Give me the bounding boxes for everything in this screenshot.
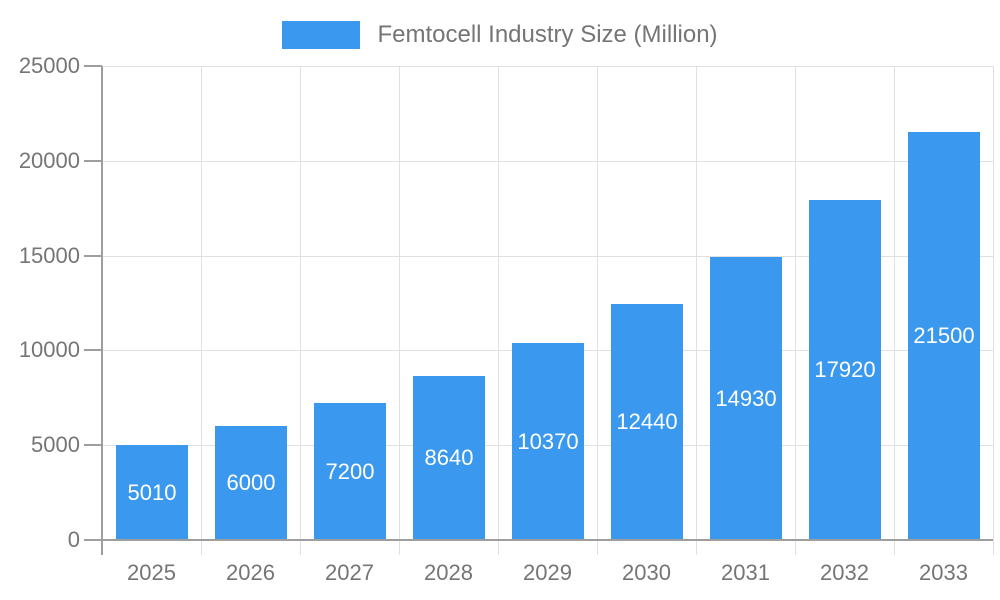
y-axis-tick-label: 25000 xyxy=(18,53,80,78)
gridline-vertical xyxy=(993,66,994,540)
gridline-vertical xyxy=(201,66,202,540)
bar-value-label: 5010 xyxy=(127,479,177,505)
x-axis-tick xyxy=(399,540,400,555)
y-axis-tick xyxy=(84,65,102,67)
gridline-vertical xyxy=(597,66,598,540)
x-axis-tick xyxy=(597,540,598,555)
bar-value-label: 21500 xyxy=(913,323,975,348)
y-axis-tick-label: 15000 xyxy=(18,243,80,268)
bar-value-label: 6000 xyxy=(226,470,276,495)
y-axis-tick xyxy=(84,349,102,351)
y-axis-tick-label: 0 xyxy=(67,527,80,552)
bar-value-label: 14930 xyxy=(715,385,777,411)
bar-2028[interactable] xyxy=(413,376,485,540)
bar-2033[interactable] xyxy=(908,132,980,540)
bar-value-label: 8640 xyxy=(424,445,474,470)
x-axis-line xyxy=(101,539,993,541)
y-axis-tick-label: 20000 xyxy=(18,148,80,173)
bar-2029[interactable] xyxy=(512,343,584,540)
x-axis-tick-label: 2033 xyxy=(919,560,968,585)
gridline-horizontal xyxy=(102,161,993,162)
x-axis-tick-label: 2029 xyxy=(523,560,572,585)
x-axis-tick xyxy=(300,540,301,555)
y-axis-line xyxy=(101,66,103,555)
x-axis-tick xyxy=(894,540,895,555)
bar-value-label: 12440 xyxy=(616,409,678,434)
bar-2026[interactable] xyxy=(215,426,287,540)
bar-value-label: 17920 xyxy=(814,357,876,382)
bar-value-label: 10370 xyxy=(517,428,579,454)
x-axis-tick-label: 2032 xyxy=(820,560,869,585)
gridline-vertical xyxy=(300,66,301,540)
bar-2031[interactable] xyxy=(710,257,782,540)
gridline-horizontal xyxy=(102,66,993,67)
y-axis-tick xyxy=(84,444,102,446)
gridline-vertical xyxy=(894,66,895,540)
y-axis-tick xyxy=(84,539,102,541)
x-axis-tick-label: 2028 xyxy=(424,560,473,585)
x-axis-tick xyxy=(795,540,796,555)
bar-2030[interactable] xyxy=(611,304,683,540)
bar-2027[interactable] xyxy=(314,403,386,540)
x-axis-tick-label: 2031 xyxy=(721,560,770,585)
bar-value-label: 7200 xyxy=(325,458,375,484)
x-axis-tick-label: 2030 xyxy=(622,560,671,585)
x-axis-tick xyxy=(696,540,697,555)
y-axis-tick-label: 5000 xyxy=(31,432,80,457)
x-axis-tick-label: 2027 xyxy=(325,560,374,585)
y-axis-tick xyxy=(84,255,102,257)
x-axis-tick xyxy=(993,540,994,555)
gridline-vertical xyxy=(696,66,697,540)
gridline-horizontal xyxy=(102,256,993,257)
legend-swatch xyxy=(282,21,361,49)
legend-label: Femtocell Industry Size (Million) xyxy=(377,21,718,48)
y-axis-tick xyxy=(84,160,102,162)
gridline-vertical xyxy=(399,66,400,540)
gridline-vertical xyxy=(498,66,499,540)
x-axis-tick-label: 2025 xyxy=(127,560,176,585)
bar-2032[interactable] xyxy=(809,200,881,540)
x-axis-tick xyxy=(201,540,202,555)
gridline-vertical xyxy=(795,66,796,540)
y-axis-tick-label: 10000 xyxy=(18,337,80,362)
bar-2025[interactable] xyxy=(116,445,188,540)
x-axis-tick xyxy=(498,540,499,555)
legend: Femtocell Industry Size (Million) xyxy=(0,18,1000,52)
x-axis-tick-label: 2026 xyxy=(226,560,275,585)
